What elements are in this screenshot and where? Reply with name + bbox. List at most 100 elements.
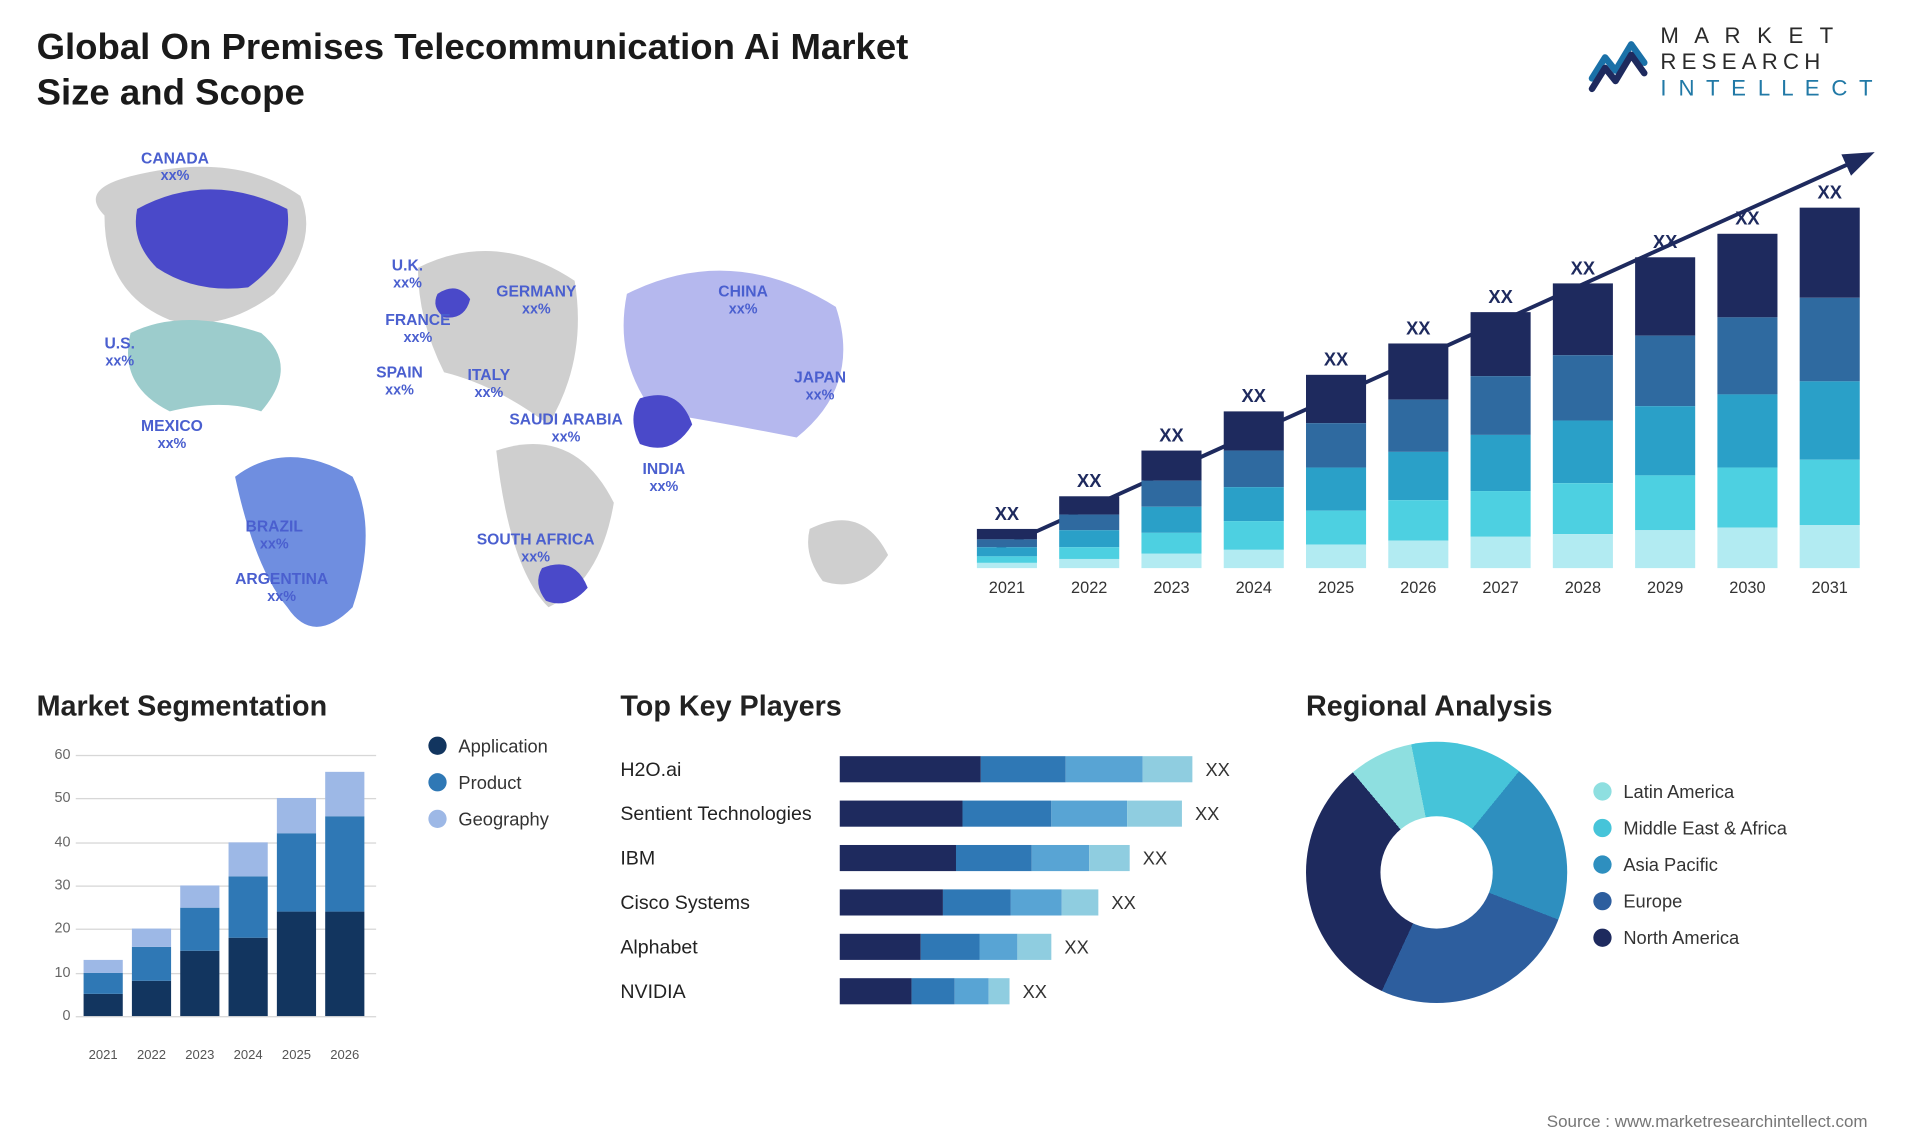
market-bar-toplabel: XX bbox=[1380, 317, 1456, 338]
player-label: Cisco Systems bbox=[620, 891, 839, 913]
player-bar bbox=[840, 934, 1052, 960]
market-bar-toplabel: XX bbox=[1463, 286, 1539, 307]
legend-item: Product bbox=[428, 772, 549, 793]
player-bar bbox=[840, 845, 1130, 871]
market-bar bbox=[1224, 411, 1284, 568]
market-bar bbox=[1471, 312, 1531, 568]
legend-label: Latin America bbox=[1623, 781, 1734, 802]
grid-line bbox=[76, 1016, 376, 1017]
ytick: 50 bbox=[42, 791, 71, 807]
seg-bar-segment bbox=[132, 946, 171, 981]
map-label: GERMANYxx% bbox=[496, 283, 576, 318]
market-bar bbox=[1717, 234, 1777, 568]
player-value: XX bbox=[1064, 936, 1088, 957]
ytick: 0 bbox=[42, 1008, 71, 1024]
map-label: U.K.xx% bbox=[392, 257, 423, 292]
market-bar bbox=[1800, 208, 1860, 568]
page-title: Global On Premises Telecommunication Ai … bbox=[37, 24, 951, 115]
seg-bar-segment bbox=[132, 981, 171, 1016]
player-bar-segment bbox=[1065, 756, 1143, 782]
market-bar-xlabel: 2026 bbox=[1380, 579, 1456, 597]
market-bar-xlabel: 2021 bbox=[969, 579, 1045, 597]
legend-item: Application bbox=[428, 735, 549, 756]
seg-bar-segment bbox=[84, 994, 123, 1016]
market-bar-xlabel: 2022 bbox=[1051, 579, 1127, 597]
world-map: CANADAxx%U.S.xx%MEXICOxx%BRAZILxx%ARGENT… bbox=[26, 137, 921, 659]
seg-xlabel: 2022 bbox=[132, 1049, 171, 1063]
map-label: FRANCExx% bbox=[385, 312, 450, 347]
map-label: JAPANxx% bbox=[794, 370, 846, 405]
regional-panel: Regional Analysis Latin AmericaMiddle Ea… bbox=[1306, 690, 1907, 1003]
market-size-chart: 2021XX2022XX2023XX2024XX2025XX2026XX2027… bbox=[966, 137, 1880, 620]
player-value: XX bbox=[1023, 981, 1047, 1002]
seg-bar-segment bbox=[229, 842, 268, 877]
source-text: Source : www.marketresearchintellect.com bbox=[1547, 1111, 1868, 1131]
map-label: SAUDI ARABIAxx% bbox=[509, 411, 622, 446]
seg-bar-segment bbox=[229, 877, 268, 938]
legend-swatch bbox=[1593, 855, 1611, 873]
player-bar-segment bbox=[1062, 889, 1098, 915]
map-label: ITALYxx% bbox=[468, 367, 511, 402]
market-bar-toplabel: XX bbox=[1051, 470, 1127, 491]
market-bar-toplabel: XX bbox=[1627, 231, 1703, 252]
player-value: XX bbox=[1205, 759, 1229, 780]
market-bar-xlabel: 2027 bbox=[1463, 579, 1539, 597]
market-bar bbox=[977, 529, 1037, 568]
player-bar-segment bbox=[955, 978, 989, 1004]
segmentation-panel: Market Segmentation 01020304050602021202… bbox=[37, 690, 599, 1043]
ytick: 10 bbox=[42, 965, 71, 981]
players-panel: Top Key Players H2O.ai XX Sentient Technol… bbox=[620, 690, 1286, 1014]
market-bar-toplabel: XX bbox=[1134, 424, 1210, 445]
ytick: 30 bbox=[42, 878, 71, 894]
seg-bar-segment bbox=[180, 885, 219, 907]
seg-bar-segment bbox=[180, 907, 219, 951]
players-list: H2O.aiXXSentient TechnologiesXXIBMXXCisc… bbox=[620, 747, 1286, 1013]
player-bar-segment bbox=[840, 889, 943, 915]
ytick: 20 bbox=[42, 921, 71, 937]
player-bar-segment bbox=[979, 934, 1017, 960]
player-row: NVIDIAXX bbox=[620, 969, 1286, 1013]
market-bar-xlabel: 2028 bbox=[1545, 579, 1621, 597]
market-bar bbox=[1635, 257, 1695, 568]
seg-xlabel: 2023 bbox=[180, 1049, 219, 1063]
seg-bar-segment bbox=[84, 959, 123, 972]
map-label: ARGENTINAxx% bbox=[235, 571, 328, 606]
map-label: CANADAxx% bbox=[141, 150, 209, 185]
regional-legend: Latin America Middle East & Africa Asia Pa… bbox=[1593, 781, 1787, 964]
player-row: IBMXX bbox=[620, 836, 1286, 880]
player-label: Alphabet bbox=[620, 936, 839, 958]
legend-swatch bbox=[1593, 819, 1611, 837]
player-label: H2O.ai bbox=[620, 758, 839, 780]
player-row: Alphabet XX bbox=[620, 925, 1286, 969]
player-bar-segment bbox=[989, 978, 1009, 1004]
ytick: 40 bbox=[42, 834, 71, 850]
map-label: CHINAxx% bbox=[718, 283, 768, 318]
player-bar bbox=[840, 978, 1010, 1004]
legend-swatch bbox=[428, 810, 446, 828]
map-label: U.S.xx% bbox=[104, 336, 134, 371]
seg-xlabel: 2025 bbox=[277, 1049, 316, 1063]
legend-label: Product bbox=[458, 772, 521, 793]
player-bar bbox=[840, 756, 1193, 782]
ytick: 60 bbox=[42, 747, 71, 763]
legend-swatch bbox=[428, 737, 446, 755]
players-title: Top Key Players bbox=[620, 690, 1286, 724]
legend-item: Asia Pacific bbox=[1593, 854, 1787, 875]
seg-bar-segment bbox=[180, 951, 219, 1016]
market-bar-xlabel: 2023 bbox=[1134, 579, 1210, 597]
player-bar-segment bbox=[1143, 756, 1192, 782]
legend-swatch bbox=[428, 773, 446, 791]
legend-label: Application bbox=[458, 735, 547, 756]
player-bar-segment bbox=[963, 801, 1052, 827]
legend-item: Middle East & Africa bbox=[1593, 818, 1787, 839]
player-bar-segment bbox=[840, 934, 920, 960]
seg-xlabel: 2026 bbox=[325, 1049, 364, 1063]
player-bar-segment bbox=[911, 978, 955, 1004]
market-bar-toplabel: XX bbox=[1216, 385, 1292, 406]
player-row: Sentient TechnologiesXX bbox=[620, 791, 1286, 835]
legend-item: Europe bbox=[1593, 891, 1787, 912]
map-label: SPAINxx% bbox=[376, 364, 423, 399]
seg-xlabel: 2021 bbox=[84, 1049, 123, 1063]
player-label: Sentient Technologies bbox=[620, 803, 839, 825]
player-bar-segment bbox=[943, 889, 1010, 915]
